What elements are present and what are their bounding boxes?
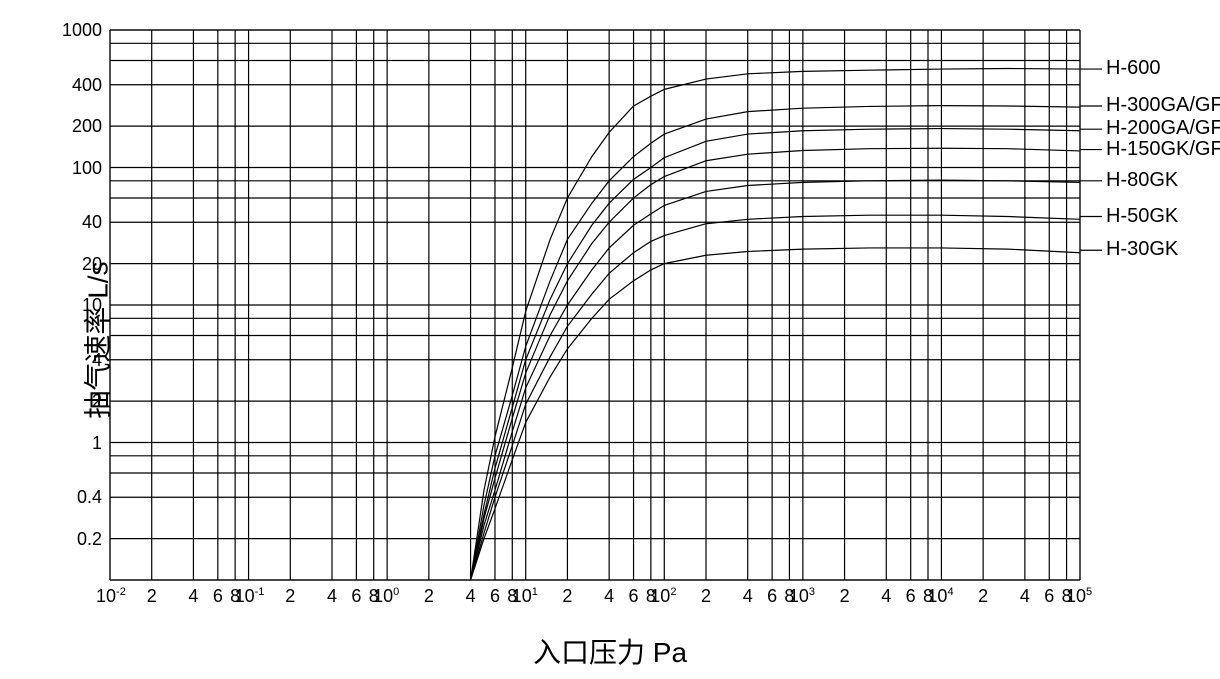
y-tick: 1 [92, 433, 102, 454]
series-label: H-80GK [1106, 169, 1178, 192]
x-tick-minor: 6 [490, 586, 500, 607]
series-H-30GK [471, 248, 1080, 580]
x-axis-title: 入口压力 Pa [0, 631, 1220, 671]
series-H-600 [471, 68, 1080, 580]
y-tick: 1000 [62, 20, 102, 41]
x-tick-minor: 4 [1020, 586, 1030, 607]
x-tick-minor: 6 [906, 586, 916, 607]
series-label: H-30GK [1106, 238, 1178, 261]
x-tick-minor: 6 [1044, 586, 1054, 607]
y-tick: 10 [82, 295, 102, 316]
y-tick: 2 [92, 391, 102, 412]
x-tick-minor: 2 [424, 586, 434, 607]
x-tick-minor: 4 [743, 586, 753, 607]
y-tick: 400 [72, 75, 102, 96]
x-tick-decade: 101 [512, 586, 538, 607]
y-tick: 20 [82, 254, 102, 275]
x-tick-minor: 4 [188, 586, 198, 607]
x-tick-minor: 2 [285, 586, 295, 607]
x-tick-decade: 10-2 [96, 586, 126, 607]
y-tick: 100 [72, 158, 102, 179]
series-label: H-300GA/GF [1106, 94, 1220, 117]
x-tick-minor: 6 [767, 586, 777, 607]
series-H-50GK [471, 215, 1080, 580]
x-tick-minor: 4 [327, 586, 337, 607]
x-tick-minor: 4 [466, 586, 476, 607]
x-tick-decade: 100 [373, 586, 399, 607]
series-H-200GA/GF [471, 129, 1080, 580]
x-tick-minor: 2 [840, 586, 850, 607]
x-tick-minor: 2 [978, 586, 988, 607]
x-tick-decade: 102 [650, 586, 676, 607]
y-tick: 0.4 [77, 487, 102, 508]
series-label: H-50GK [1106, 205, 1178, 228]
x-tick-decade: 10-1 [235, 586, 265, 607]
x-tick-minor: 6 [213, 586, 223, 607]
x-tick-minor: 6 [629, 586, 639, 607]
x-tick-decade: 104 [927, 586, 953, 607]
y-tick: 4 [92, 350, 102, 371]
x-tick-minor: 4 [604, 586, 614, 607]
x-tick-decade: 103 [789, 586, 815, 607]
x-tick-minor: 6 [351, 586, 361, 607]
x-tick-decade: 105 [1066, 586, 1092, 607]
chart-svg [0, 0, 1220, 679]
series-H-80GK [471, 180, 1080, 580]
y-tick: 40 [82, 212, 102, 233]
series-label: H-600 [1106, 57, 1160, 80]
x-tick-minor: 2 [147, 586, 157, 607]
series-H-300GA/GF [471, 106, 1080, 580]
x-tick-minor: 4 [881, 586, 891, 607]
x-tick-minor: 2 [701, 586, 711, 607]
pump-speed-chart: 抽气速率 L/s 入口压力 Pa 10-2246810-124681002468… [0, 0, 1220, 679]
series-H-150GK/GF [471, 148, 1080, 580]
y-tick: 0.2 [77, 529, 102, 550]
series-label: H-150GK/GF [1106, 138, 1220, 161]
y-tick: 200 [72, 116, 102, 137]
x-tick-minor: 2 [562, 586, 572, 607]
